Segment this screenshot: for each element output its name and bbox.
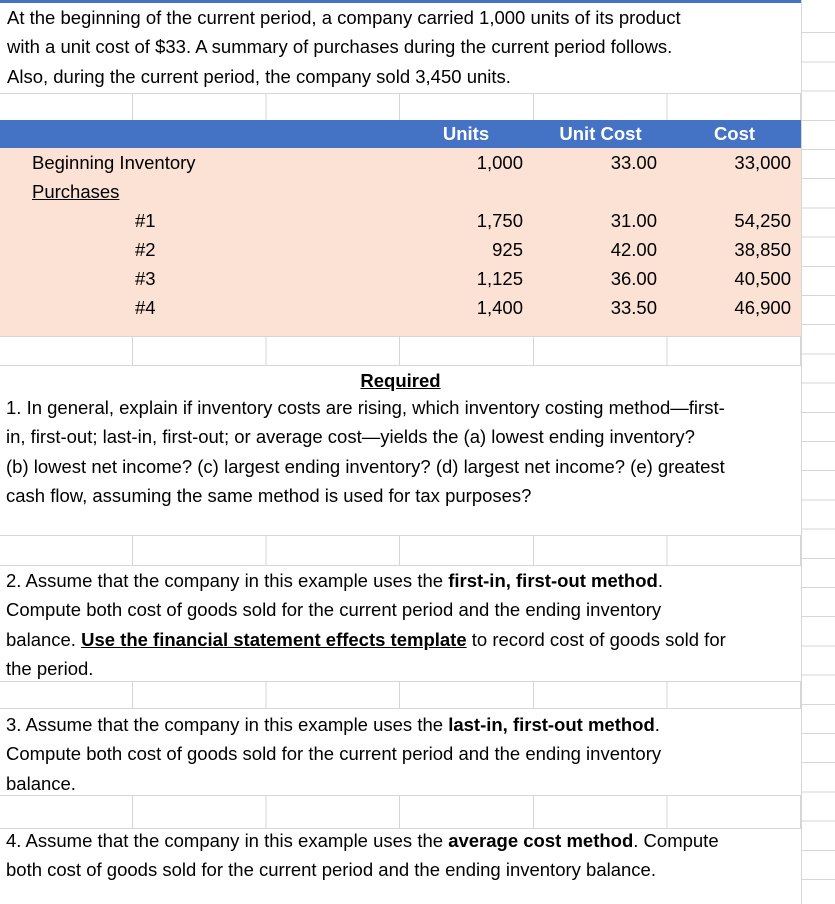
row-label[interactable]: #1: [135, 210, 156, 231]
table-row-purchase-3[interactable]: #3 1,125 36.00 40,500: [0, 264, 801, 293]
question-4: 4. Assume that the company in this examp…: [6, 826, 719, 885]
right-spreadsheet-column: [801, 0, 835, 904]
empty-grid-row: [0, 336, 801, 366]
question-2-line: the period.: [6, 658, 94, 680]
bold-method-name: last-in, first-out method: [448, 714, 655, 735]
row-label[interactable]: #2: [135, 239, 156, 260]
question-4-line: both cost of goods sold for the current …: [6, 859, 656, 881]
row-label[interactable]: #4: [135, 297, 156, 318]
intro-line: with a unit cost of $33. A summary of pu…: [7, 36, 673, 58]
question-2-line: Compute both cost of goods sold for the …: [6, 599, 662, 621]
inventory-table: Beginning Inventory 1,000 33.00 33,000 P…: [0, 148, 801, 336]
question-1-line: in, first-out; last-in, first-out; or av…: [6, 426, 695, 448]
cost-cell[interactable]: 54,250: [734, 210, 791, 231]
question-3: 3. Assume that the company in this examp…: [6, 710, 661, 798]
question-2: 2. Assume that the company in this examp…: [6, 566, 726, 684]
question-2-line: 2. Assume that the company in this examp…: [6, 570, 663, 591]
unit-cost-cell[interactable]: 36.00: [610, 268, 657, 289]
required-heading: Required: [360, 370, 441, 391]
unit-cost-cell[interactable]: 42.00: [610, 239, 657, 260]
column-header-cost[interactable]: Cost: [713, 123, 756, 144]
row-label[interactable]: Beginning Inventory: [32, 152, 196, 173]
bold-underlined-instruction: Use the financial statement effects temp…: [81, 628, 467, 650]
column-header-units[interactable]: Units: [442, 123, 490, 144]
table-row-purchases[interactable]: Purchases: [0, 177, 801, 206]
intro-line: Also, during the current period, the com…: [7, 65, 511, 87]
column-header-unit-cost[interactable]: Unit Cost: [559, 123, 642, 144]
units-cell[interactable]: 1,000: [476, 152, 523, 173]
question-3-line: balance.: [6, 772, 76, 794]
row-label[interactable]: Purchases: [32, 181, 120, 202]
table-row-purchase-2[interactable]: #2 925 42.00 38,850: [0, 235, 801, 264]
empty-grid-row: [0, 93, 801, 121]
table-row-purchase-1[interactable]: #1 1,750 31.00 54,250: [0, 206, 801, 235]
question-1-line: cash flow, assuming the same method is u…: [6, 485, 532, 507]
intro-line: At the beginning of the current period, …: [7, 7, 681, 28]
intro-paragraph: At the beginning of the current period, …: [7, 3, 681, 91]
table-header-row: Units Unit Cost Cost: [0, 120, 801, 148]
question-4-line: 4. Assume that the company in this examp…: [6, 830, 719, 851]
units-cell[interactable]: 1,400: [476, 297, 523, 318]
row-label[interactable]: #3: [135, 268, 156, 289]
units-cell[interactable]: 925: [492, 239, 523, 260]
bold-method-name: first-in, first-out method: [448, 570, 658, 591]
units-cell[interactable]: 1,125: [476, 268, 523, 289]
question-1-line: (b) lowest net income? (c) largest endin…: [6, 455, 725, 477]
empty-grid-row: [0, 795, 801, 829]
table-row-purchase-4[interactable]: #4 1,400 33.50 46,900: [0, 293, 801, 322]
empty-grid-row: [0, 535, 801, 566]
question-2-line: balance. Use the financial statement eff…: [6, 628, 726, 650]
empty-grid-row: [0, 681, 801, 709]
question-1-line: 1. In general, explain if inventory cost…: [6, 397, 725, 418]
bold-method-name: average cost method: [448, 830, 634, 851]
cost-cell[interactable]: 38,850: [734, 239, 791, 260]
table-row-beginning-inventory[interactable]: Beginning Inventory 1,000 33.00 33,000: [0, 148, 801, 177]
unit-cost-cell[interactable]: 31.00: [610, 210, 657, 231]
question-3-line: 3. Assume that the company in this examp…: [6, 714, 660, 735]
question-1: 1. In general, explain if inventory cost…: [6, 393, 725, 511]
unit-cost-cell[interactable]: 33.00: [610, 152, 657, 173]
cost-cell[interactable]: 40,500: [734, 268, 791, 289]
top-blue-border: [0, 0, 801, 3]
question-3-line: Compute both cost of goods sold for the …: [6, 743, 662, 765]
units-cell[interactable]: 1,750: [476, 210, 523, 231]
cost-cell[interactable]: 46,900: [734, 297, 791, 318]
cost-cell[interactable]: 33,000: [734, 152, 791, 173]
unit-cost-cell[interactable]: 33.50: [610, 297, 657, 318]
